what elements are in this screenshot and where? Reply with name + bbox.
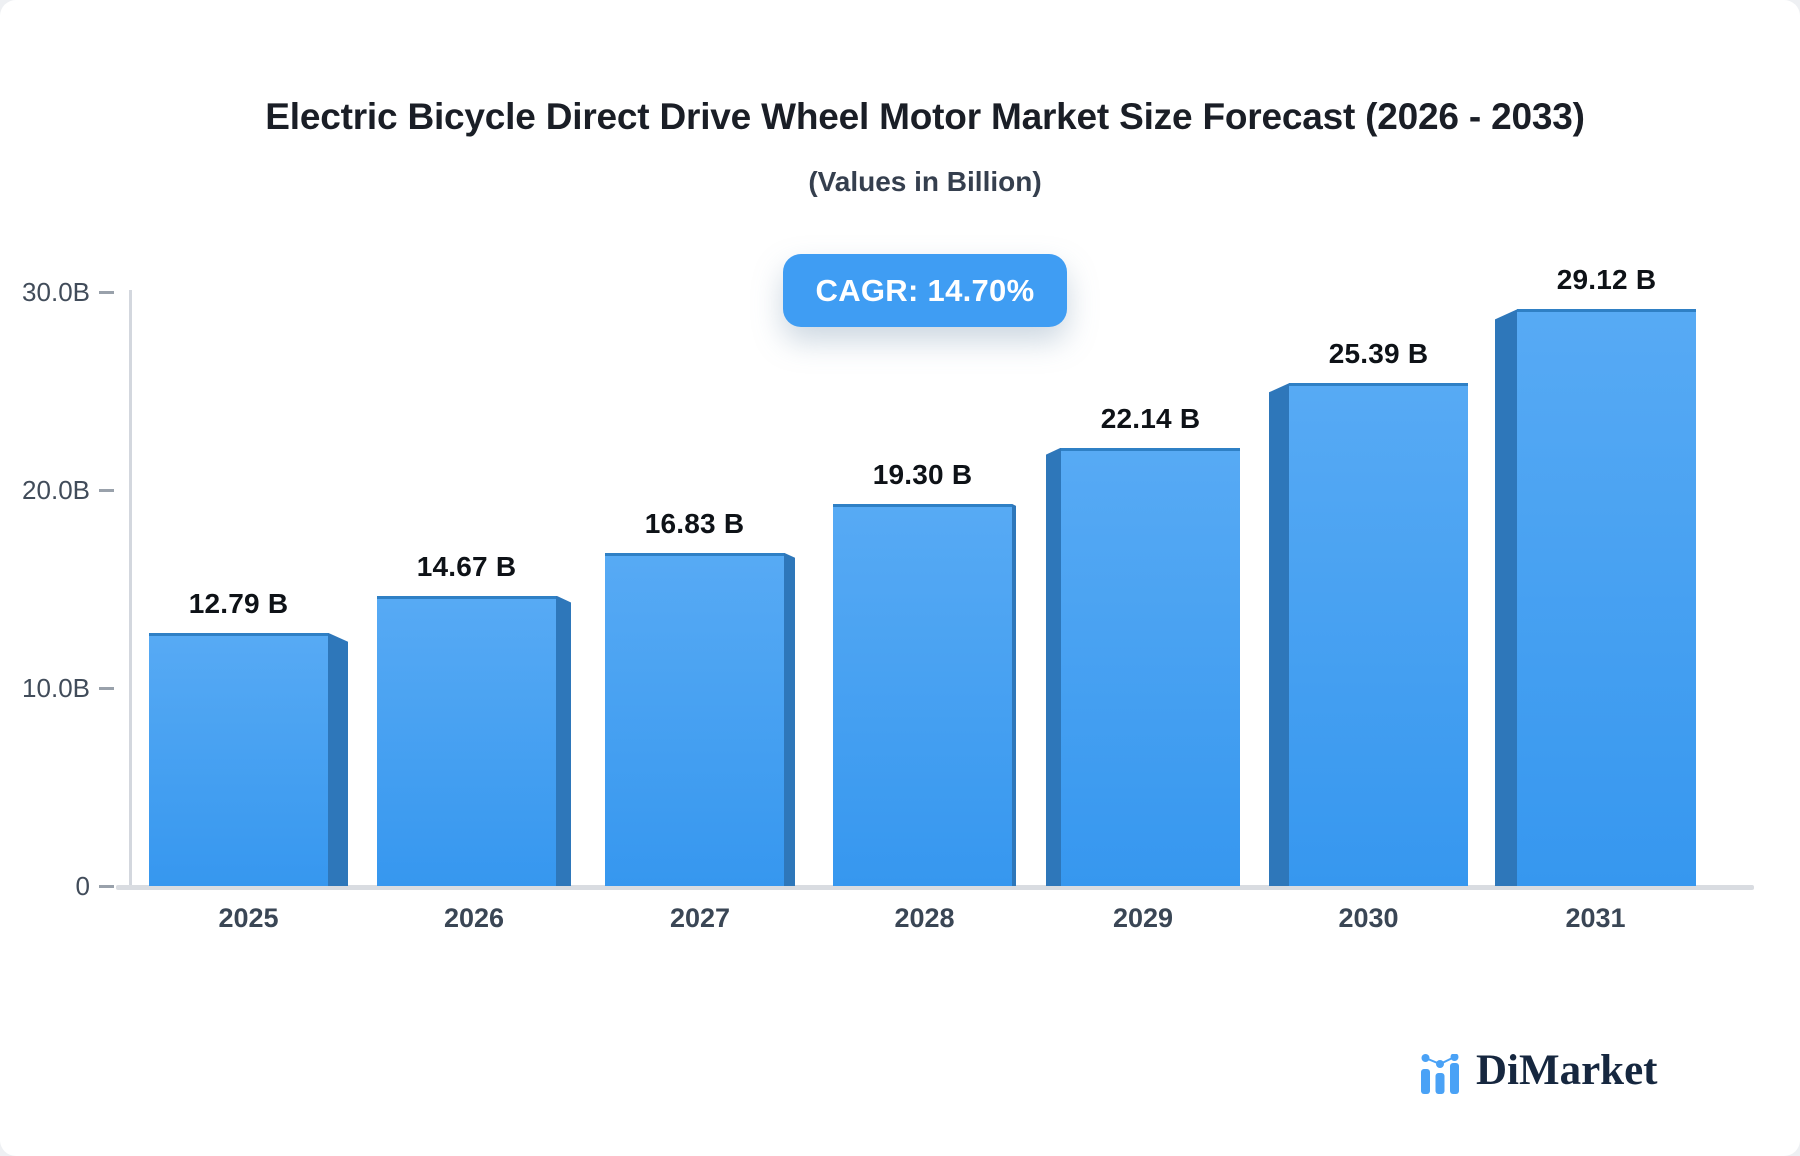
bar-value-label: 29.12 B <box>1556 264 1657 296</box>
bar-2029 <box>1061 447 1240 886</box>
bar-value-label: 19.30 B <box>872 458 973 490</box>
brand-name: DiMarket <box>1476 1047 1658 1094</box>
x-tick-label: 2029 <box>1112 903 1174 933</box>
brand-logo: DiMarket <box>1421 1038 1658 1096</box>
y-tick-dash <box>99 291 114 294</box>
y-axis-line <box>129 290 132 887</box>
bar-2026 <box>377 595 556 886</box>
bar-value-label: 14.67 B <box>416 550 517 582</box>
y-tick-dash <box>99 489 114 492</box>
x-tick-label: 2027 <box>669 903 731 933</box>
bar-side-face <box>556 595 571 886</box>
y-tick-label: 20.0B <box>22 475 90 505</box>
bar-value-label: 25.39 B <box>1328 338 1429 370</box>
bar-value-label: 22.14 B <box>1100 402 1201 434</box>
bar-side-face <box>1012 503 1016 886</box>
x-tick-label: 2026 <box>443 903 505 933</box>
y-tick-label: 0 <box>75 871 90 901</box>
bar-2030 <box>1289 383 1468 886</box>
bar-value-label: 12.79 B <box>188 587 289 619</box>
x-tick-label: 2028 <box>894 903 955 933</box>
y-tick-dash <box>99 885 114 888</box>
x-tick-label: 2025 <box>218 903 279 933</box>
y-tick-label: 30.0B <box>22 277 90 307</box>
cagr-badge: CAGR: 14.70% <box>783 254 1067 327</box>
x-tick-label: 2030 <box>1338 903 1399 933</box>
y-tick-dash <box>99 687 114 690</box>
x-axis-line <box>116 885 1754 890</box>
bar-side-face <box>328 632 348 886</box>
bar-side-face <box>1046 447 1061 886</box>
bar-2025 <box>149 632 328 886</box>
chart-title: Electric Bicycle Direct Drive Wheel Moto… <box>265 96 1585 137</box>
bar-value-label: 16.83 B <box>644 507 745 539</box>
bar-side-face <box>1269 383 1289 886</box>
bar-2031 <box>1517 309 1696 886</box>
bar-side-face <box>784 552 795 886</box>
chart-subtitle: (Values in Billion) <box>808 166 1042 197</box>
y-tick-label: 10.0B <box>22 673 90 703</box>
bar-2028 <box>833 503 1012 886</box>
bar-2027 <box>605 552 784 886</box>
bar-side-face <box>1495 309 1517 886</box>
x-tick-label: 2031 <box>1565 903 1626 933</box>
cagr-badge-label: CAGR: 14.70% <box>815 272 1035 308</box>
mini-bar-chart-icon <box>1421 1054 1459 1094</box>
